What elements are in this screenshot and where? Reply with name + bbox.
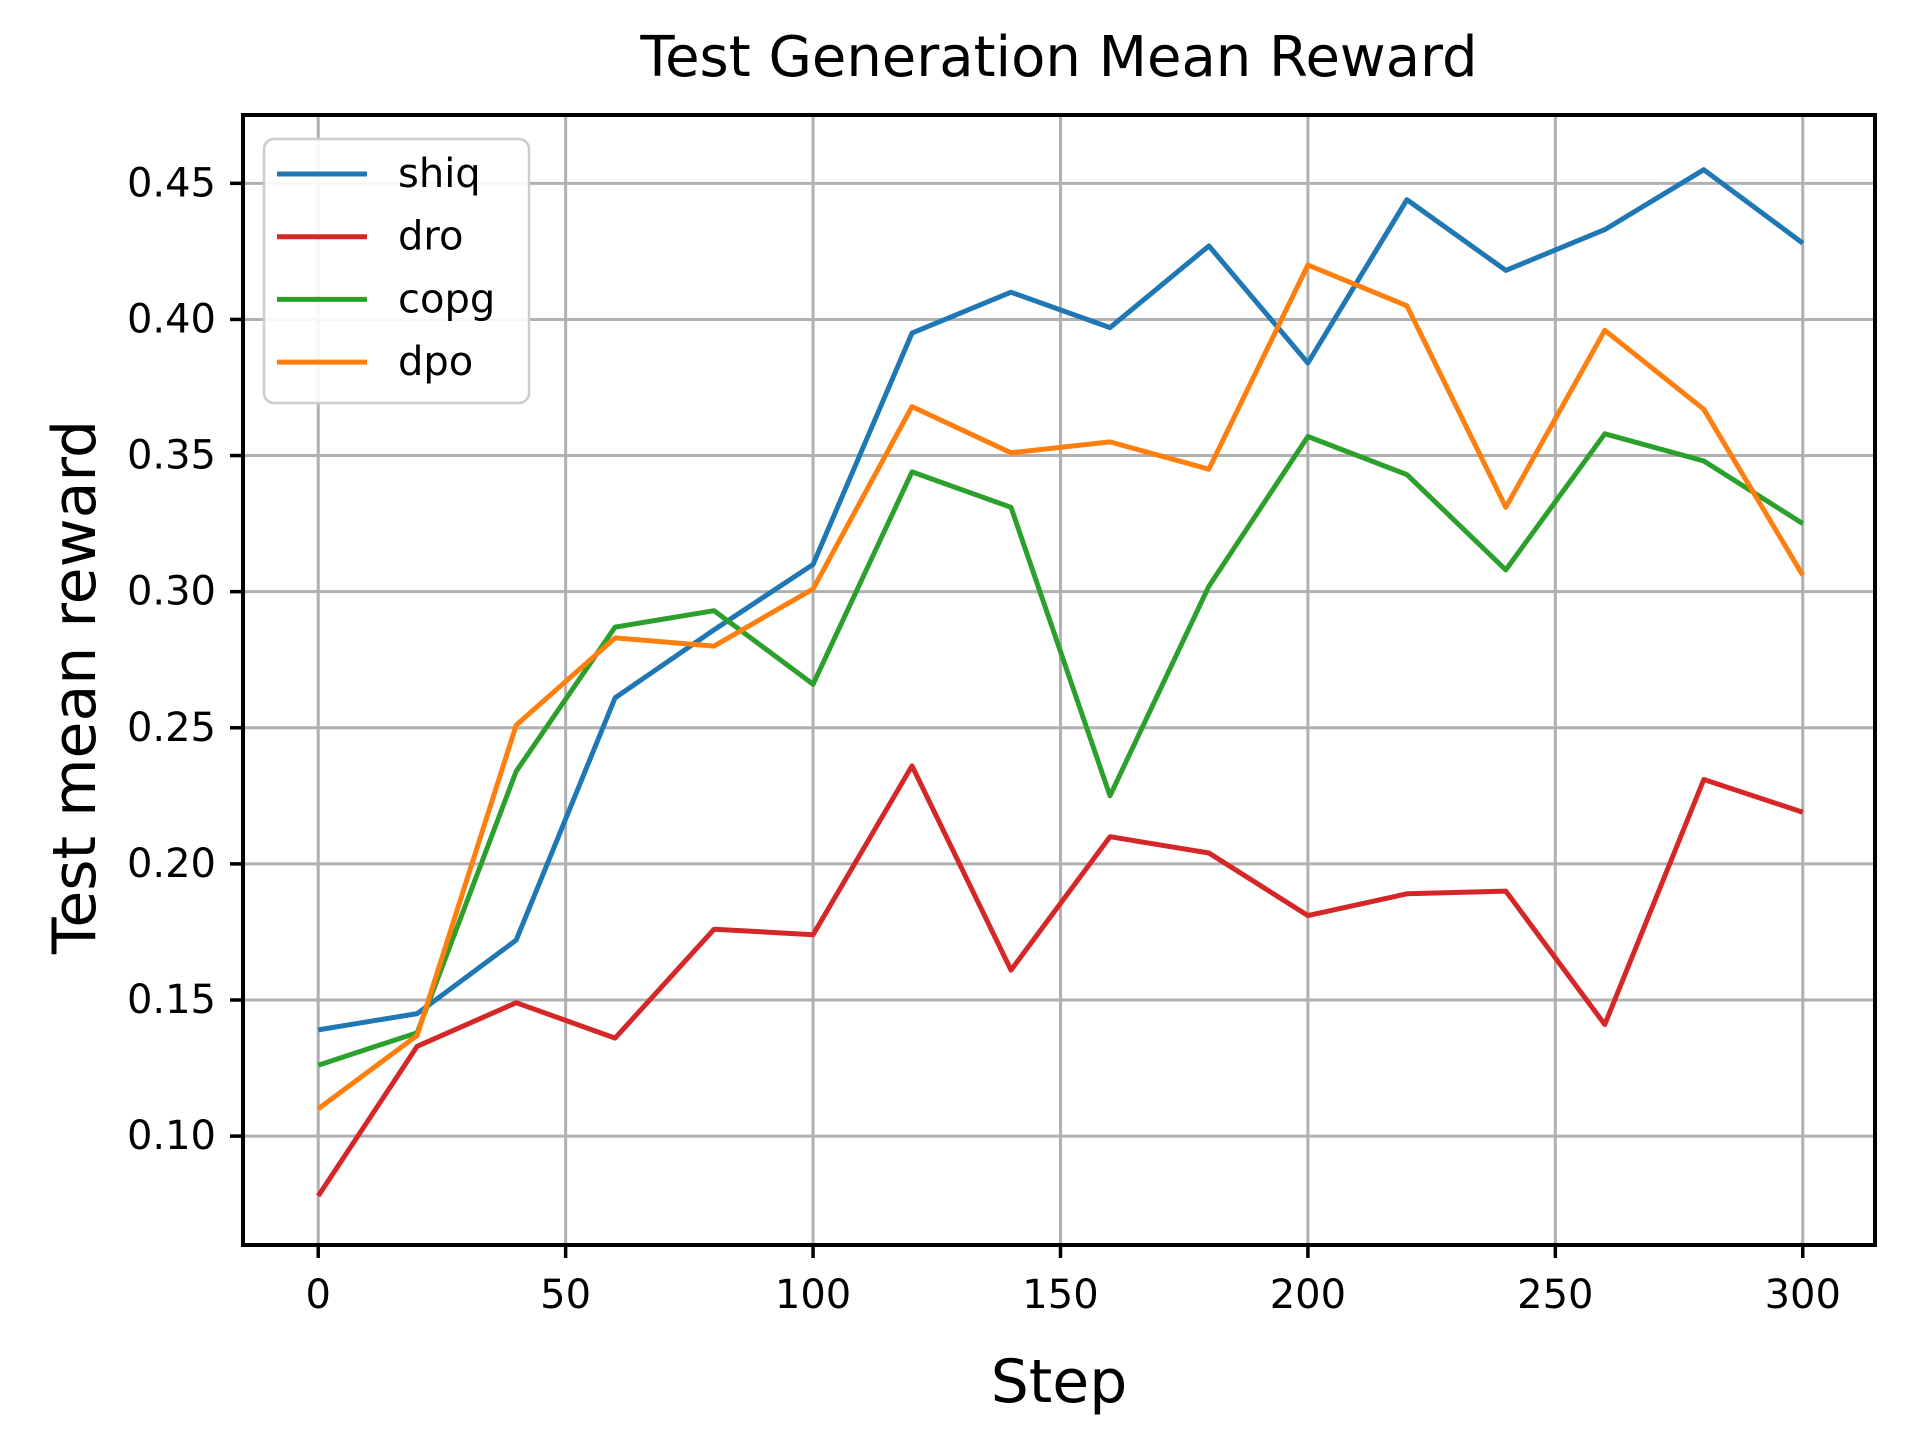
y-tick-label: 0.10 [127, 1113, 216, 1159]
series-line-dpo [316, 262, 1805, 1111]
x-tick-label: 100 [775, 1272, 851, 1318]
y-axis-label: Test mean reward [40, 420, 110, 955]
x-tick-label: 0 [305, 1272, 330, 1318]
x-tick-label: 200 [1270, 1272, 1346, 1318]
y-tick-label: 0.35 [127, 433, 216, 479]
legend-label-copg: copg [398, 276, 495, 322]
chart-title: Test Generation Mean Reward [639, 25, 1477, 90]
x-tick-label: 250 [1517, 1272, 1593, 1318]
series-line-copg [317, 431, 1805, 1068]
x-tick-label: 150 [1022, 1272, 1098, 1318]
x-tick-label: 300 [1765, 1272, 1841, 1318]
y-tick-label: 0.15 [127, 977, 216, 1023]
y-tick-label: 0.40 [127, 296, 216, 342]
y-tick-label: 0.45 [127, 160, 216, 206]
legend-label-shiq: shiq [398, 151, 481, 197]
legend-label-dro: dro [398, 214, 463, 260]
y-tick-label: 0.30 [127, 569, 216, 615]
legend-box [262, 137, 531, 405]
series-line-shiq [317, 167, 1805, 1033]
y-tick-label: 0.20 [127, 841, 216, 887]
y-tick-label: 0.25 [127, 705, 216, 751]
series-line-dro [316, 763, 1804, 1198]
legend-label-dpo: dpo [398, 339, 473, 385]
x-axis-label: Step [991, 1347, 1128, 1417]
x-tick-label: 50 [540, 1272, 591, 1318]
